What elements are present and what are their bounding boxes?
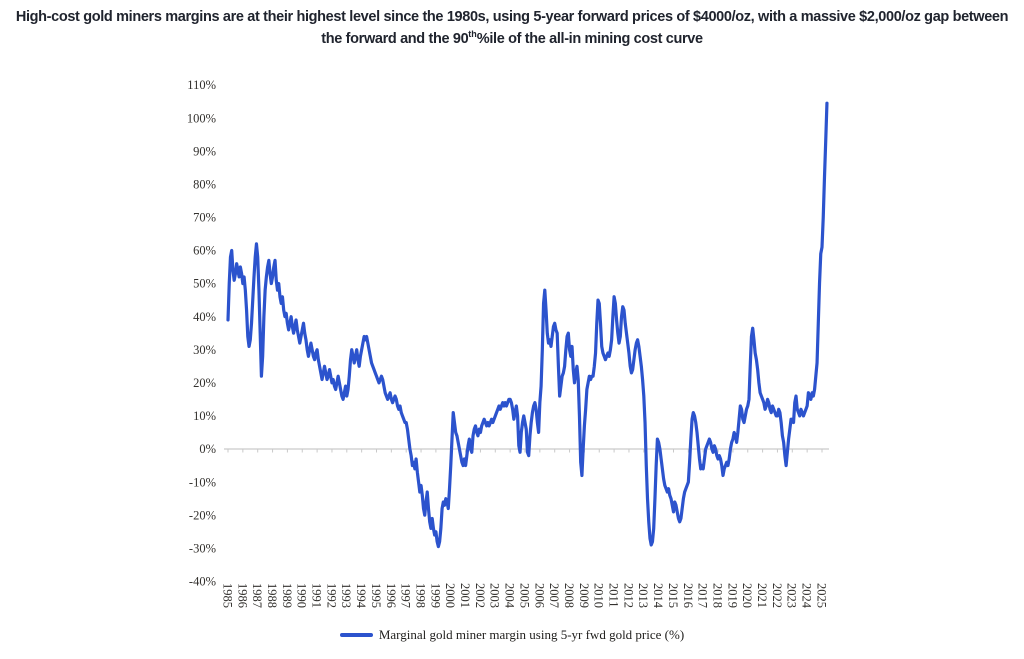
x-tick-label: 1998: [413, 583, 427, 608]
y-tick-label: 70%: [193, 211, 216, 225]
x-tick-label: 2016: [681, 583, 695, 608]
y-tick-label: 20%: [193, 376, 216, 390]
y-tick-label: 110%: [187, 78, 216, 92]
y-tick-label: 10%: [193, 409, 216, 423]
x-tick-label: 2025: [814, 583, 828, 608]
x-tick-label: 1994: [354, 583, 368, 609]
x-tick-label: 2007: [547, 583, 561, 608]
x-tick-label: 1995: [369, 583, 383, 608]
y-tick-label: -40%: [189, 575, 216, 589]
chart-title-superscript: th: [468, 29, 477, 40]
chart-title-line-2-text: the forward and the 90: [321, 30, 469, 47]
x-tick-label: 2000: [443, 583, 457, 608]
x-tick-label: 1985: [220, 583, 234, 608]
x-tick-label: 2004: [503, 583, 517, 609]
y-tick-label: 90%: [193, 144, 216, 158]
x-tick-label: 2013: [636, 583, 650, 608]
x-tick-label: 2020: [740, 583, 754, 608]
x-tick-label: 2024: [800, 583, 814, 609]
y-tick-label: 60%: [193, 244, 216, 258]
chart-title-line-2-tail: %ile of the all-in mining cost curve: [476, 30, 703, 47]
x-tick-label: 1990: [295, 583, 309, 608]
y-tick-label: 80%: [193, 177, 216, 191]
x-tick-label: 2018: [710, 583, 724, 608]
x-tick-label: 2001: [458, 583, 472, 608]
x-tick-label: 2019: [725, 583, 739, 608]
x-tick-label: 2005: [517, 583, 531, 608]
x-tick-label: 1993: [339, 583, 353, 608]
x-tick-label: 1987: [250, 583, 264, 608]
chart-title: High-cost gold miners margins are at the…: [0, 7, 1024, 50]
y-tick-label: 0%: [199, 442, 216, 456]
x-tick-label: 2023: [785, 583, 799, 608]
x-tick-label: 2021: [755, 583, 769, 608]
x-tick-label: 1989: [280, 583, 294, 608]
x-tick-label: 2009: [577, 583, 591, 608]
x-tick-label: 1988: [265, 583, 279, 608]
legend-line-marker: [339, 633, 373, 637]
chart-legend: Marginal gold miner margin using 5-yr fw…: [0, 627, 1024, 643]
y-tick-label: 50%: [193, 277, 216, 291]
x-tick-label: 2014: [651, 583, 665, 609]
y-tick-label: 100%: [187, 111, 216, 125]
chart-title-line-2: the forward and the 90th%ile of the all-…: [0, 28, 1024, 50]
x-tick-label: 2012: [621, 583, 635, 608]
x-tick-label: 2010: [592, 583, 606, 608]
legend-label: Marginal gold miner margin using 5-yr fw…: [378, 627, 685, 642]
y-tick-label: -10%: [189, 475, 216, 489]
y-tick-label: 40%: [193, 310, 216, 324]
x-tick-label: 2015: [666, 583, 680, 608]
x-tick-label: 1996: [384, 583, 398, 608]
y-tick-label: -30%: [189, 541, 216, 555]
x-tick-label: 1991: [310, 583, 324, 608]
x-tick-label: 1999: [428, 583, 442, 608]
x-tick-label: 2002: [473, 583, 487, 608]
x-tick-label: 2008: [562, 583, 576, 608]
y-tick-label: 30%: [193, 343, 216, 357]
x-tick-label: 2017: [696, 583, 710, 608]
x-tick-label: 1997: [399, 583, 413, 608]
y-tick-label: -20%: [189, 508, 216, 522]
x-tick-label: 2022: [770, 583, 784, 608]
chart-title-line-1: High-cost gold miners margins are at the…: [15, 9, 1009, 25]
x-tick-label: 1986: [235, 583, 249, 608]
x-tick-label: 1992: [324, 583, 338, 608]
series-line: [226, 101, 829, 549]
x-tick-label: 2011: [607, 583, 621, 608]
x-tick-label: 2003: [488, 583, 502, 608]
x-tick-label: 2006: [532, 583, 546, 608]
